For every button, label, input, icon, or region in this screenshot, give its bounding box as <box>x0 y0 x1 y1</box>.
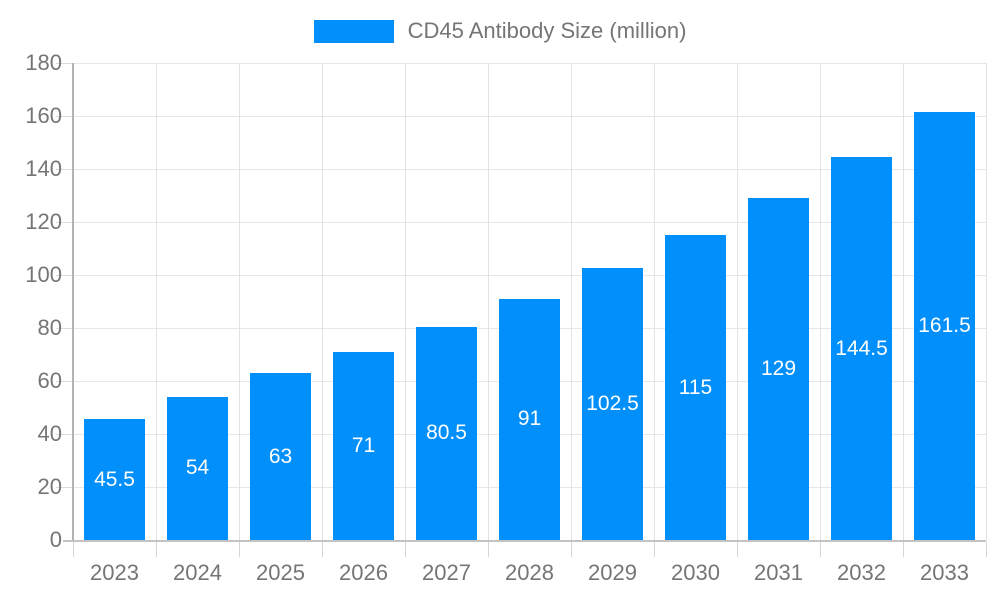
v-gridline-8 <box>736 63 738 540</box>
y-axis-label-140: 140 <box>25 156 62 181</box>
y-tick-120 <box>56 221 72 223</box>
y-axis-label-160: 160 <box>25 103 62 128</box>
h-gridline-140 <box>73 168 986 170</box>
bar-2030[interactable]: 115 <box>665 235 726 540</box>
v-gridline-11 <box>985 63 987 540</box>
bar-2026[interactable]: 71 <box>333 351 394 540</box>
x-tick-0 <box>72 542 74 557</box>
v-gridline-6 <box>570 63 572 540</box>
x-axis-label-2033: 2033 <box>920 560 969 585</box>
y-tick-20 <box>56 486 72 488</box>
y-axis-label-60: 60 <box>37 368 62 393</box>
x-tick-7 <box>653 542 655 557</box>
y-axis-label-40: 40 <box>37 421 62 446</box>
v-gridline-3 <box>321 63 323 540</box>
x-tick-4 <box>404 542 406 557</box>
bar-2032[interactable]: 144.5 <box>831 157 892 540</box>
x-axis-label-2026: 2026 <box>339 560 388 585</box>
bar-2027[interactable]: 80.5 <box>416 326 477 540</box>
y-tick-40 <box>56 433 72 435</box>
h-gridline-120 <box>73 221 986 223</box>
bar-value-label-2025: 63 <box>268 444 293 468</box>
y-axis-label-100: 100 <box>25 262 62 287</box>
y-tick-60 <box>56 380 72 382</box>
bar-value-label-2031: 129 <box>760 357 797 381</box>
h-gridline-100 <box>73 274 986 276</box>
y-axis-line <box>72 63 74 540</box>
x-axis-label-2031: 2031 <box>754 560 803 585</box>
x-tick-2 <box>238 542 240 557</box>
y-tick-180 <box>56 62 72 64</box>
x-axis-label-2023: 2023 <box>90 560 139 585</box>
x-axis-label-2024: 2024 <box>173 560 222 585</box>
y-tick-100 <box>56 274 72 276</box>
x-axis-line <box>63 540 986 542</box>
y-axis-label-180: 180 <box>25 50 62 75</box>
bar-2024[interactable]: 54 <box>167 396 228 540</box>
y-tick-160 <box>56 115 72 117</box>
x-tick-8 <box>736 542 738 557</box>
x-axis-label-2029: 2029 <box>588 560 637 585</box>
legend-label[interactable]: CD45 Antibody Size (million) <box>407 18 687 43</box>
bar-2031[interactable]: 129 <box>748 198 809 540</box>
x-tick-9 <box>819 542 821 557</box>
y-tick-140 <box>56 168 72 170</box>
y-axis-label-120: 120 <box>25 209 62 234</box>
v-gridline-7 <box>653 63 655 540</box>
x-tick-10 <box>902 542 904 557</box>
bar-value-label-2029: 102.5 <box>586 392 639 416</box>
y-axis-label-20: 20 <box>37 474 62 499</box>
legend-swatch-icon[interactable] <box>313 19 394 43</box>
v-gridline-10 <box>902 63 904 540</box>
plot-area: 0 20 40 60 80 100 120 140 160 180 45.5 2023 54 2024 63… <box>25 50 987 585</box>
h-gridline-160 <box>73 115 986 117</box>
bar-value-label-2026: 71 <box>351 433 376 457</box>
h-gridline-180 <box>73 62 986 64</box>
bar-value-label-2032: 144.5 <box>835 336 888 360</box>
x-tick-11 <box>985 542 987 557</box>
legend: CD45 Antibody Size (million) <box>0 16 1000 46</box>
bar-value-label-2028: 91 <box>517 407 542 431</box>
bar-value-label-2033: 161.5 <box>918 314 971 338</box>
x-axis-label-2028: 2028 <box>505 560 554 585</box>
x-tick-6 <box>570 542 572 557</box>
y-axis-label-80: 80 <box>37 315 62 340</box>
bar-value-label-2023: 45.5 <box>94 467 135 491</box>
v-gridline-2 <box>238 63 240 540</box>
bar-value-label-2027: 80.5 <box>426 421 467 445</box>
v-gridline-5 <box>487 63 489 540</box>
y-axis-label-0: 0 <box>49 527 62 552</box>
bar-value-label-2030: 115 <box>678 375 713 399</box>
x-tick-3 <box>321 542 323 557</box>
x-axis-label-2027: 2027 <box>422 560 471 585</box>
x-tick-5 <box>487 542 489 557</box>
bar-2025[interactable]: 63 <box>250 373 311 540</box>
x-tick-1 <box>155 542 157 557</box>
x-axis-label-2025: 2025 <box>256 560 305 585</box>
y-tick-80 <box>56 327 72 329</box>
x-axis-label-2032: 2032 <box>837 560 886 585</box>
v-gridline-4 <box>404 63 406 540</box>
bar-2023[interactable]: 45.5 <box>84 419 145 540</box>
x-axis-label-2030: 2030 <box>671 560 720 585</box>
bar-2029[interactable]: 102.5 <box>582 268 643 540</box>
bar-value-label-2024: 54 <box>185 456 210 480</box>
bar-2033[interactable]: 161.5 <box>914 112 975 540</box>
v-gridline-1 <box>155 63 157 540</box>
bar-2028[interactable]: 91 <box>499 298 560 540</box>
v-gridline-9 <box>819 63 821 540</box>
